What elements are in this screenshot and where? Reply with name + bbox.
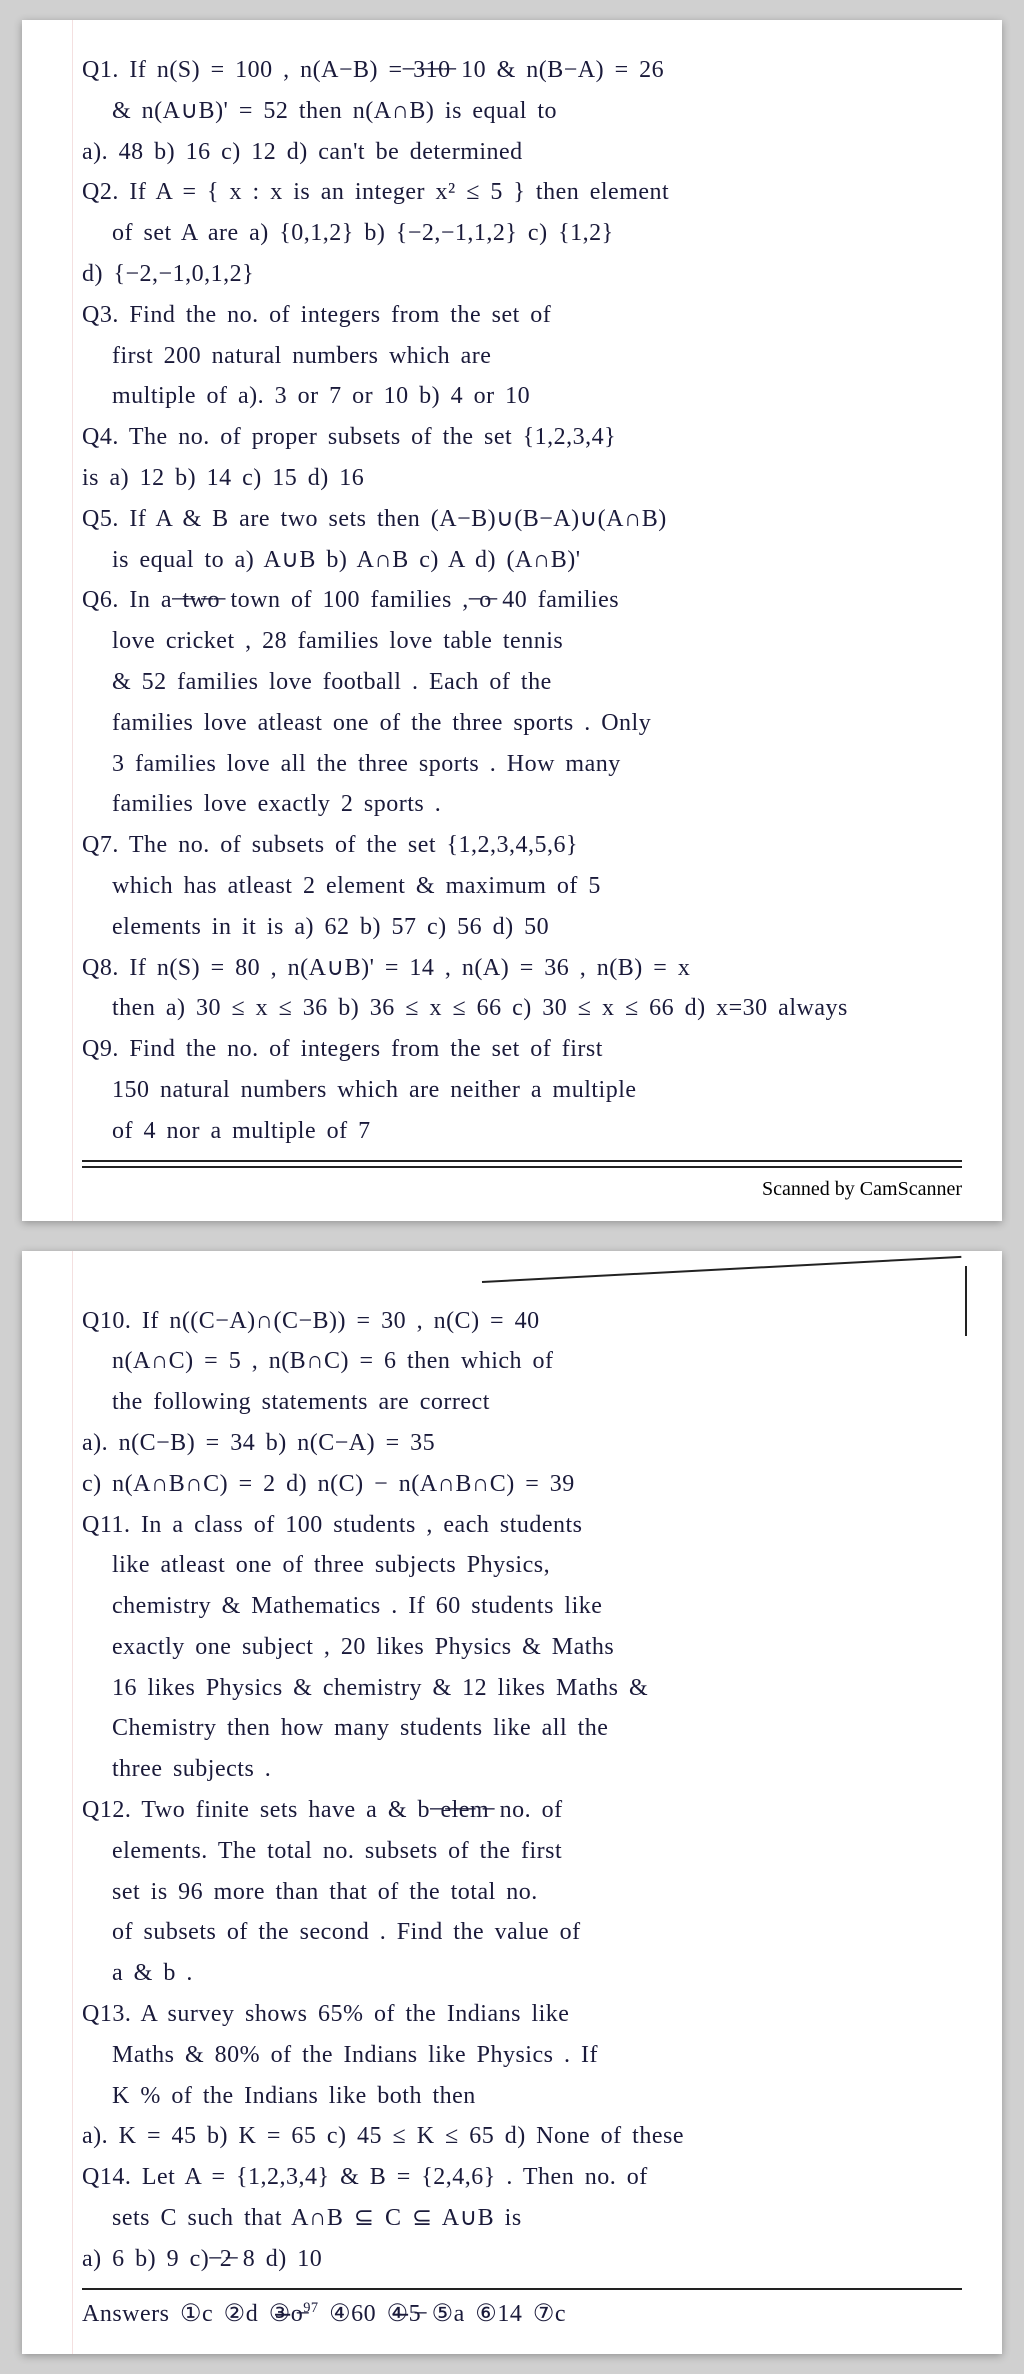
q3-line3: multiple of a). 3 or 7 or 10 b) 4 or 10 (82, 376, 962, 417)
q3-line2: first 200 natural numbers which are (82, 336, 962, 377)
ans-1-val: c (202, 2301, 213, 2327)
q11-line6: Chemistry then how many students like al… (82, 1708, 962, 1749)
scanned-page-2: Q10. If n((C−A)∩(C−B)) = 30 , n(C) = 40 … (22, 1251, 1002, 2355)
q10-opt-ab: a). n(C−B) = 34 b) n(C−A) = 35 (82, 1423, 962, 1464)
q6-line1: Q6. In a ̶t̶w̶o̶ town of 100 families , … (82, 580, 962, 621)
q10-opt-cd: c) n(A∩B∩C) = 2 d) n(C) − n(A∩B∩C) = 39 (82, 1464, 962, 1505)
ans-4-num: ④ (329, 2301, 351, 2327)
q13-line1: Q13. A survey shows 65% of the Indians l… (82, 1994, 962, 2035)
ans-5-num: ④ (387, 2301, 409, 2327)
answers-row: Answers ①c ②d ③̶o̶97 ④60 ④̶5̶ ⑤a ⑥14 ⑦c (82, 2294, 962, 2335)
q5-line2: is equal to a) A∪B b) A∩B c) A d) (A∩B)' (82, 540, 962, 581)
q12-line5: a & b . (82, 1953, 962, 1994)
q12-line2: elements. The total no. subsets of the f… (82, 1831, 962, 1872)
q14-line1: Q14. Let A = {1,2,3,4} & B = {2,4,6} . T… (82, 2157, 962, 2198)
q8-options: then a) 30 ≤ x ≤ 36 b) 36 ≤ x ≤ 66 c) 30… (82, 988, 962, 1029)
q6-line3: & 52 families love football . Each of th… (82, 662, 962, 703)
q11-line4: exactly one subject , 20 likes Physics &… (82, 1627, 962, 1668)
q6-line4: families love atleast one of the three s… (82, 703, 962, 744)
ans-1-num: ① (180, 2301, 202, 2327)
q2-line2: of set A are a) {0,1,2} b) {−2,−1,1,2} c… (82, 213, 962, 254)
ans-6-val: a (454, 2301, 465, 2327)
q11-line1: Q11. In a class of 100 students , each s… (82, 1505, 962, 1546)
page2-top-rule (82, 1281, 962, 1301)
ans-7-val: 14 (497, 2301, 522, 2327)
q14-line2: sets C such that A∩B ⊆ C ⊆ A∪B is (82, 2198, 962, 2239)
q6-line6: families love exactly 2 sports . (82, 784, 962, 825)
page1-rule-2 (82, 1166, 962, 1168)
q11-line5: 16 likes Physics & chemistry & 12 likes … (82, 1668, 962, 1709)
q4-line1: Q4. The no. of proper subsets of the set… (82, 417, 962, 458)
q13-line3: K % of the Indians like both then (82, 2076, 962, 2117)
q13-line2: Maths & 80% of the Indians like Physics … (82, 2035, 962, 2076)
q1-options: a). 48 b) 16 c) 12 d) can't be determine… (82, 132, 962, 173)
q4-options: is a) 12 b) 14 c) 15 d) 16 (82, 458, 962, 499)
q7-options: elements in it is a) 62 b) 57 c) 56 d) 5… (82, 907, 962, 948)
q6-line2: love cricket , 28 families love table te… (82, 621, 962, 662)
q13-options: a). K = 45 b) K = 65 c) 45 ≤ K ≤ 65 d) N… (82, 2116, 962, 2157)
q7-line2: which has atleast 2 element & maximum of… (82, 866, 962, 907)
q11-line7: three subjects . (82, 1749, 962, 1790)
q10-line1: Q10. If n((C−A)∩(C−B)) = 30 , n(C) = 40 (82, 1301, 962, 1342)
ans-3-sup: 97 (303, 2300, 318, 2316)
camscanner-watermark: Scanned by CamScanner (82, 1178, 962, 1201)
q1-line2: & n(A∪B)' = 52 then n(A∩B) is equal to (82, 91, 962, 132)
ans-6-num: ⑤ (432, 2301, 454, 2327)
page2-rule (82, 2288, 962, 2290)
ans-2-val: d (246, 2301, 259, 2327)
q6-line5: 3 families love all the three sports . H… (82, 744, 962, 785)
ans-8-val: c (555, 2301, 566, 2327)
page2-margin-bar (965, 1266, 967, 1336)
q8-line1: Q8. If n(S) = 80 , n(A∪B)' = 14 , n(A) =… (82, 948, 962, 989)
ans-5-val: ̶5̶ (409, 2301, 422, 2327)
ans-4-val: 60 (351, 2301, 376, 2327)
answers-label: Answers (82, 2301, 170, 2327)
ans-2-num: ② (224, 2301, 246, 2327)
q9-line2: 150 natural numbers which are neither a … (82, 1070, 962, 1111)
ans-7-num: ⑥ (475, 2301, 497, 2327)
q11-line2: like atleast one of three subjects Physi… (82, 1545, 962, 1586)
q7-line1: Q7. The no. of subsets of the set {1,2,3… (82, 825, 962, 866)
q9-line3: of 4 nor a multiple of 7 (82, 1111, 962, 1152)
ans-8-num: ⑦ (533, 2301, 555, 2327)
q2-line3: d) {−2,−1,0,1,2} (82, 254, 962, 295)
q10-line3: the following statements are correct (82, 1382, 962, 1423)
page1-rule-1 (82, 1160, 962, 1162)
q5-line1: Q5. If A & B are two sets then (A−B)∪(B−… (82, 499, 962, 540)
q12-line1: Q12. Two finite sets have a & b ̶e̶l̶e̶m… (82, 1790, 962, 1831)
scanned-page-1: Q1. If n(S) = 100 , n(A−B) = ̶3̶1̶0̶ 10 … (22, 20, 1002, 1221)
q12-line3: set is 96 more than that of the total no… (82, 1872, 962, 1913)
q2-line1: Q2. If A = { x : x is an integer x² ≤ 5 … (82, 172, 962, 213)
q3-line1: Q3. Find the no. of integers from the se… (82, 295, 962, 336)
q11-line3: chemistry & Mathematics . If 60 students… (82, 1586, 962, 1627)
q14-options: a) 6 b) 9 c) ̶2̶ 8 d) 10 (82, 2239, 962, 2280)
q12-line4: of subsets of the second . Find the valu… (82, 1912, 962, 1953)
q10-line2: n(A∩C) = 5 , n(B∩C) = 6 then which of (82, 1341, 962, 1382)
ans-3-val: ̶o̶ (291, 2301, 304, 2327)
ans-3-num: ③ (269, 2301, 291, 2327)
q9-line1: Q9. Find the no. of integers from the se… (82, 1029, 962, 1070)
q1-line1: Q1. If n(S) = 100 , n(A−B) = ̶3̶1̶0̶ 10 … (82, 50, 962, 91)
